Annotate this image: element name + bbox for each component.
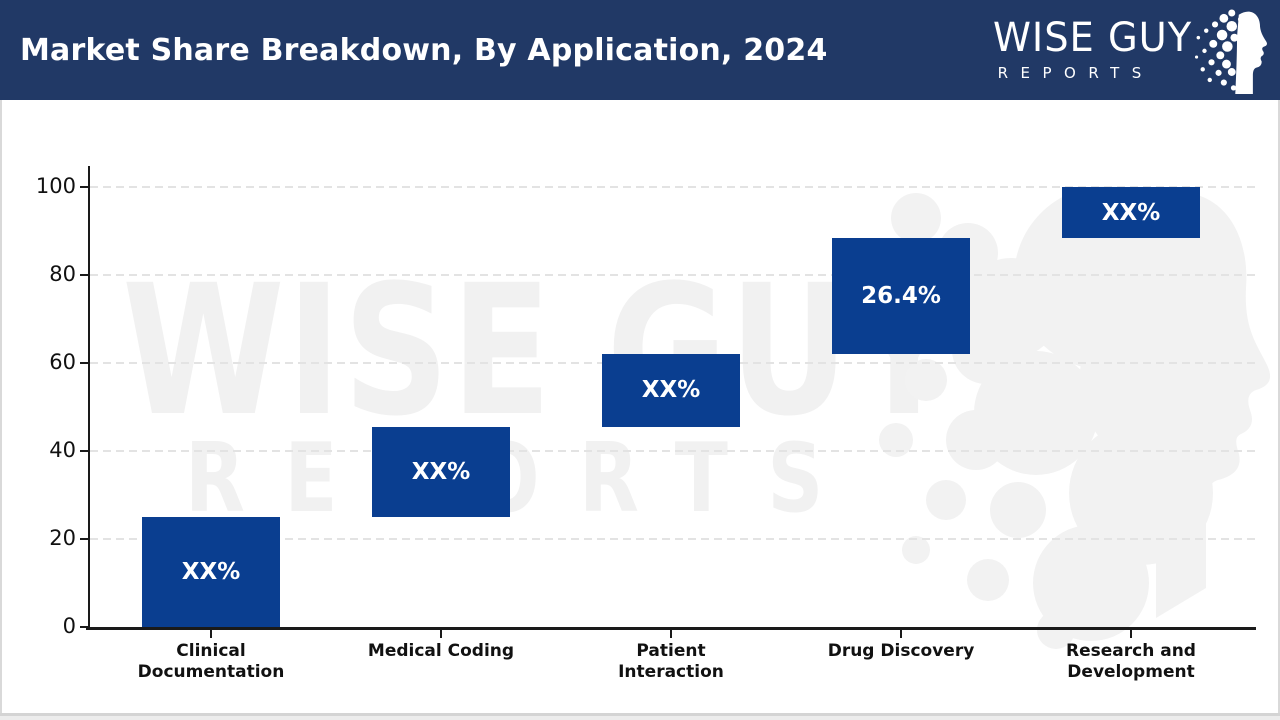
wiseguy-logo-text: WISE GUY REPORTS [993, 15, 1200, 82]
y-tick-label-100: 100 [35, 174, 76, 198]
y-tick-label-20: 20 [49, 526, 76, 550]
category-label-2: Patient Interaction [556, 641, 786, 683]
bar-0: XX% [142, 517, 280, 627]
category-label-line: Patient [636, 641, 706, 661]
category-label-line: Development [1067, 662, 1195, 682]
x-tick-mark-0 [210, 630, 212, 638]
watermark-face [879, 186, 1271, 649]
bar-label-0: XX% [181, 559, 241, 585]
bar-label-1: XX% [411, 458, 471, 485]
y-tick-label-60: 60 [49, 350, 76, 374]
category-label-line: Medical Coding [367, 641, 515, 661]
wiseguy-face-icon [1194, 9, 1267, 95]
category-label-line: Research and [1066, 641, 1196, 661]
logo-wordmark: WISE GUY [992, 14, 1192, 61]
y-tick-mark-80 [80, 274, 88, 276]
watermark-wordmark: WISE GUY [122, 247, 960, 456]
header: Market Share Breakdown, By Application, … [0, 0, 1280, 100]
category-label-0: Clinical Documentation [96, 641, 326, 683]
y-tick-mark-40 [80, 450, 88, 452]
gridline-40 [90, 450, 1260, 452]
category-label-line: Drug Discovery [827, 641, 975, 661]
x-tick-mark-3 [900, 630, 902, 638]
y-tick-label-80: 80 [49, 262, 76, 286]
bar-4: XX% [1062, 187, 1200, 239]
bottom-border-strip [0, 716, 1280, 720]
category-label-line: Documentation [137, 662, 285, 682]
y-tick-label-0: 0 [62, 614, 76, 638]
bottom-border [0, 713, 1280, 716]
bar-label-4: XX% [1101, 199, 1161, 226]
x-tick-mark-2 [670, 630, 672, 638]
x-tick-mark-4 [1130, 630, 1132, 638]
y-axis [88, 166, 90, 629]
logo-subtitle: REPORTS [997, 63, 1154, 82]
x-axis [86, 627, 1256, 630]
left-border [0, 100, 2, 720]
bar-label-3: 26.4% [861, 283, 941, 310]
x-tick-mark-1 [440, 630, 442, 638]
category-label-1: Medical Coding [326, 641, 556, 662]
category-label-3: Drug Discovery [786, 641, 1016, 662]
page-title: Market Share Breakdown, By Application, … [20, 32, 828, 68]
right-border [1278, 100, 1280, 720]
y-tick-label-40: 40 [49, 438, 76, 462]
gridline-20 [90, 538, 1260, 540]
gridline-80 [90, 274, 1260, 276]
bar-2: XX% [602, 354, 740, 427]
category-label-line: Clinical [176, 641, 246, 661]
category-label-line: Interaction [618, 662, 724, 682]
category-label-4: Research and Development [1016, 641, 1246, 683]
y-tick-mark-100 [80, 186, 88, 188]
y-tick-mark-0 [80, 626, 88, 628]
wiseguy-logo: WISE GUY REPORTS [993, 2, 1274, 98]
gridline-100 [90, 186, 1260, 188]
bar-3: 26.4% [832, 238, 970, 355]
bar-label-2: XX% [641, 377, 701, 404]
y-tick-mark-20 [80, 538, 88, 540]
y-tick-mark-60 [80, 362, 88, 364]
bar-1: XX% [372, 426, 510, 517]
